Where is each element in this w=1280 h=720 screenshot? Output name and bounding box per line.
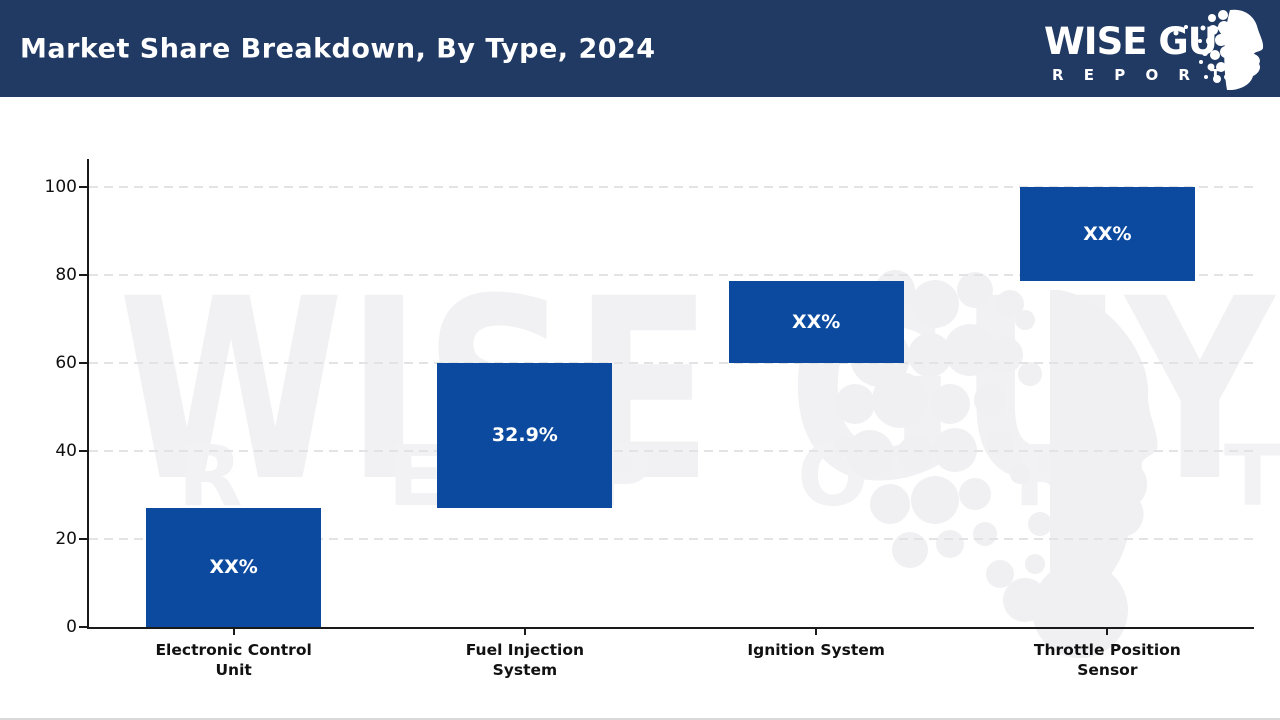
gridline [89,362,1253,364]
y-tick [79,450,87,452]
bar-segment [1020,187,1195,281]
x-tick [1106,629,1109,635]
page-title: Market Share Breakdown, By Type, 2024 [20,33,656,64]
y-tick [79,626,87,628]
y-tick-label: 60 [55,353,77,373]
y-tick-label: 80 [55,265,77,285]
bar-value-label: XX% [1083,223,1132,246]
bar-value-label: XX% [791,311,841,334]
gridline [89,186,1253,188]
y-tick [79,186,87,188]
logo-dot-head-icon [1173,9,1264,91]
bar-segment [146,508,321,627]
gridline [89,274,1253,276]
chart-area: WISE GUY R E P O R T S 020406080100XX%El… [0,97,1280,718]
y-tick-label: 0 [66,617,77,637]
x-tick [523,629,526,635]
y-tick-label: 40 [55,441,77,461]
y-tick [79,538,87,540]
x-tick [232,629,235,635]
bar-value-label: XX% [209,556,258,579]
x-category-label: Ignition System [696,640,936,660]
logo-subtitle: R E P O R T S [1052,66,1259,84]
y-tick-label: 20 [55,529,77,549]
x-tick [815,629,818,635]
bar-value-label: 32.9% [491,424,558,447]
x-axis-baseline [87,627,1254,629]
x-category-line: Electronic Control [155,641,312,659]
x-category-label: Fuel Injection System [405,640,645,680]
x-category-line: Sensor [1077,661,1138,679]
y-tick [79,274,87,276]
x-category-line: System [492,661,558,679]
bar-segment [437,363,612,508]
gridline [89,538,1253,540]
wise-guy-reports-logo: WISE GUY R E P O R T S [1044,9,1264,91]
gridline [89,450,1253,452]
y-axis-spine [87,159,89,629]
x-category-line: Unit [215,661,252,679]
x-category-label: Throttle Position Sensor [987,640,1227,680]
bar-segment [729,281,904,363]
header-band: Market Share Breakdown, By Type, 2024 WI… [0,0,1280,97]
x-category-line: Throttle Position [1033,641,1181,659]
x-category-line: Ignition System [747,641,885,659]
y-tick-label: 100 [44,177,77,197]
x-category-line: Fuel Injection [465,641,585,659]
y-tick [79,362,87,364]
x-category-label: Electronic Control Unit [114,640,354,680]
